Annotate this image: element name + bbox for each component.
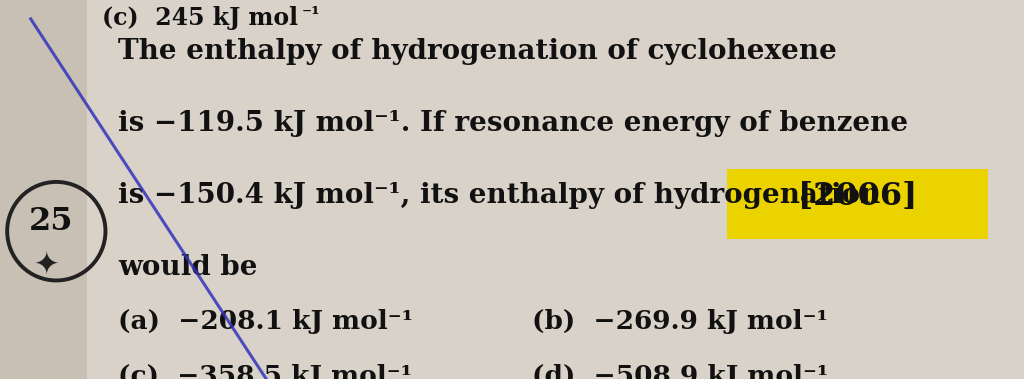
Text: (b)  −269.9 kJ mol⁻¹: (b) −269.9 kJ mol⁻¹: [532, 309, 828, 334]
Text: [2006]: [2006]: [798, 181, 918, 211]
Text: (d)  −508.9 kJ mol⁻¹: (d) −508.9 kJ mol⁻¹: [532, 364, 829, 379]
Text: (c)  −358.5 kJ mol⁻¹: (c) −358.5 kJ mol⁻¹: [118, 364, 412, 379]
FancyBboxPatch shape: [727, 169, 988, 239]
Text: ⁻¹: ⁻¹: [302, 6, 321, 23]
Text: (c)  245 kJ mol: (c) 245 kJ mol: [102, 6, 299, 30]
Text: is −119.5 kJ mol⁻¹. If resonance energy of benzene: is −119.5 kJ mol⁻¹. If resonance energy …: [118, 110, 908, 137]
Text: is −150.4 kJ mol⁻¹, its enthalpy of hydrogenation: is −150.4 kJ mol⁻¹, its enthalpy of hydr…: [118, 182, 880, 209]
Text: would be: would be: [118, 254, 257, 281]
Text: ✦: ✦: [34, 251, 58, 280]
FancyBboxPatch shape: [727, 169, 988, 239]
FancyBboxPatch shape: [87, 0, 1024, 379]
Text: (a)  −208.1 kJ mol⁻¹: (a) −208.1 kJ mol⁻¹: [118, 309, 413, 334]
Text: 25: 25: [29, 206, 74, 237]
Text: The enthalpy of hydrogenation of cyclohexene: The enthalpy of hydrogenation of cyclohe…: [118, 38, 837, 65]
